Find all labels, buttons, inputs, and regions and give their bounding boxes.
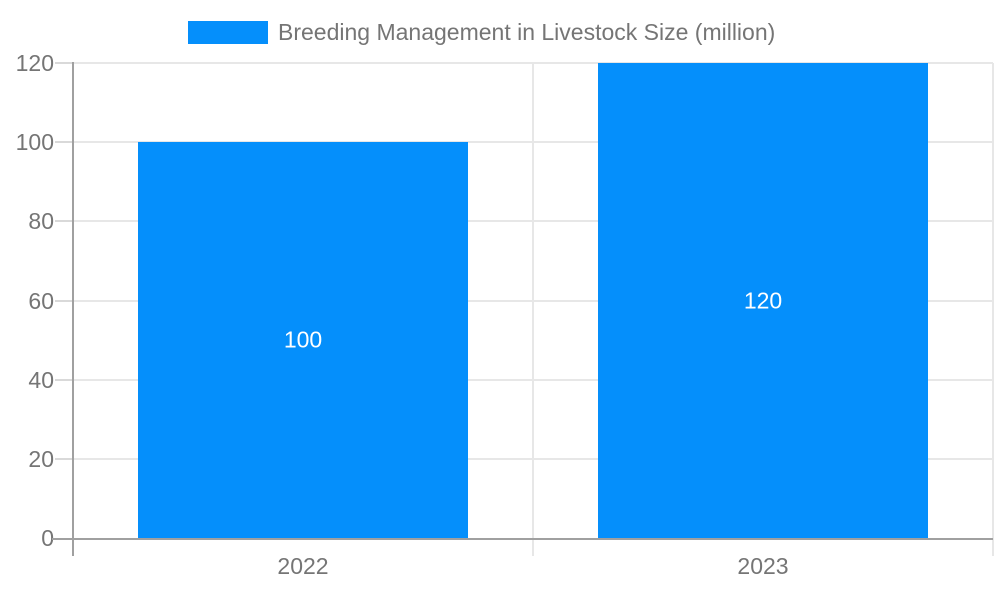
y-axis-label-100: 100 <box>15 129 54 156</box>
y-axis-label-80: 80 <box>28 208 54 235</box>
bar-2022[interactable]: 100 <box>138 142 468 538</box>
bar-2023[interactable]: 120 <box>598 63 928 538</box>
y-axis-tick <box>55 378 72 381</box>
legend-series-label: Breeding Management in Livestock Size (m… <box>278 19 776 45</box>
plot-area: 100 120 <box>73 62 993 538</box>
x-axis-line <box>52 538 993 540</box>
x-axis-label-2022: 2022 <box>277 553 329 579</box>
x-axis-label-2023: 2023 <box>737 553 789 579</box>
y-axis-tick <box>55 220 72 223</box>
y-axis-label-60: 60 <box>28 287 54 314</box>
y-axis-label-40: 40 <box>28 366 54 393</box>
gridline-vertical <box>532 63 534 556</box>
y-axis-tick <box>55 141 72 144</box>
y-axis-tick <box>55 299 72 302</box>
gridline-vertical <box>992 63 994 556</box>
legend-color-swatch <box>188 20 268 44</box>
y-axis-label-20: 20 <box>28 445 54 472</box>
y-axis-line <box>72 62 74 556</box>
y-axis-label-0: 0 <box>41 525 54 551</box>
y-axis-label-120: 120 <box>15 50 54 76</box>
chart-legend[interactable]: Breeding Management in Livestock Size (m… <box>188 20 775 44</box>
bar-value-label: 120 <box>743 287 783 313</box>
bar-value-label: 100 <box>283 326 323 353</box>
y-axis-tick <box>55 457 72 460</box>
y-axis-tick <box>55 62 72 64</box>
